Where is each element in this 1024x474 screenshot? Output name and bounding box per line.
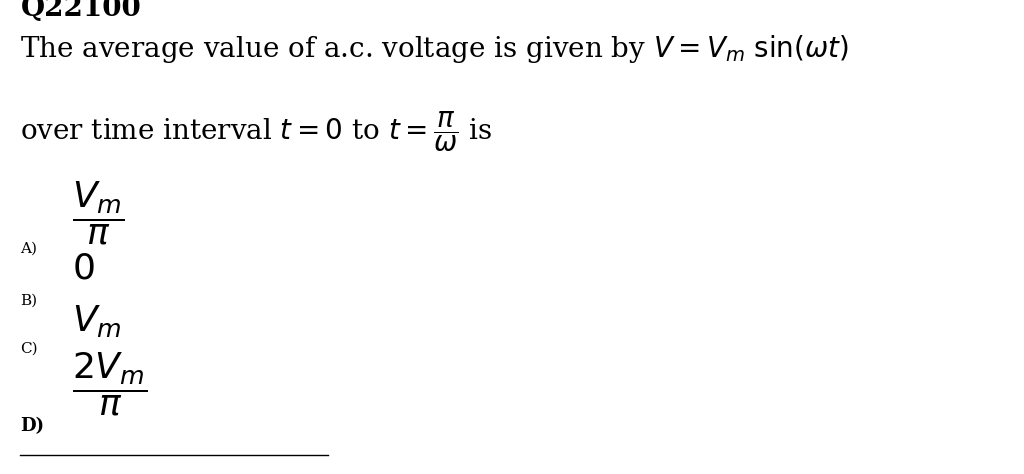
Text: $\dfrac{V_m}{\pi}$: $\dfrac{V_m}{\pi}$: [72, 180, 124, 247]
Text: B): B): [20, 294, 38, 308]
Text: C): C): [20, 341, 38, 356]
Text: $0$: $0$: [72, 251, 94, 285]
Text: D): D): [20, 417, 45, 435]
Text: $V_m$: $V_m$: [72, 303, 121, 339]
Text: The average value of a.c. voltage is given by $V{=}V_m$ $\mathrm{sin}(\omega t)$: The average value of a.c. voltage is giv…: [20, 33, 849, 65]
Text: over time interval $t = 0$ to $t = \dfrac{\pi}{\omega}$ is: over time interval $t = 0$ to $t = \dfra…: [20, 109, 493, 154]
Text: A): A): [20, 242, 38, 256]
Text: Q22100: Q22100: [20, 0, 141, 22]
Text: $\dfrac{2V_m}{\pi}$: $\dfrac{2V_m}{\pi}$: [72, 351, 147, 418]
